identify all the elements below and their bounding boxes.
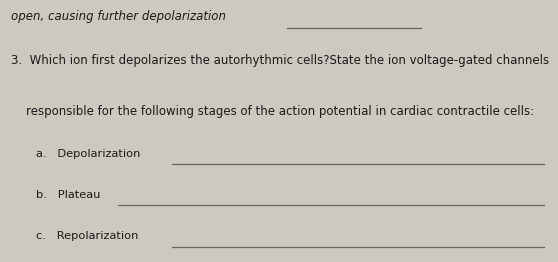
Text: a.   Depolarization: a. Depolarization — [36, 149, 140, 159]
Text: responsible for the following stages of the action potential in cardiac contract: responsible for the following stages of … — [11, 105, 534, 118]
Text: open, causing further depolarization: open, causing further depolarization — [11, 10, 226, 23]
Text: c.   Repolarization: c. Repolarization — [36, 231, 138, 241]
Text: 3.  Which ion first depolarizes the autorhythmic cells?State the ion voltage-gat: 3. Which ion first depolarizes the autor… — [11, 54, 549, 67]
Text: b.   Plateau: b. Plateau — [36, 190, 100, 200]
